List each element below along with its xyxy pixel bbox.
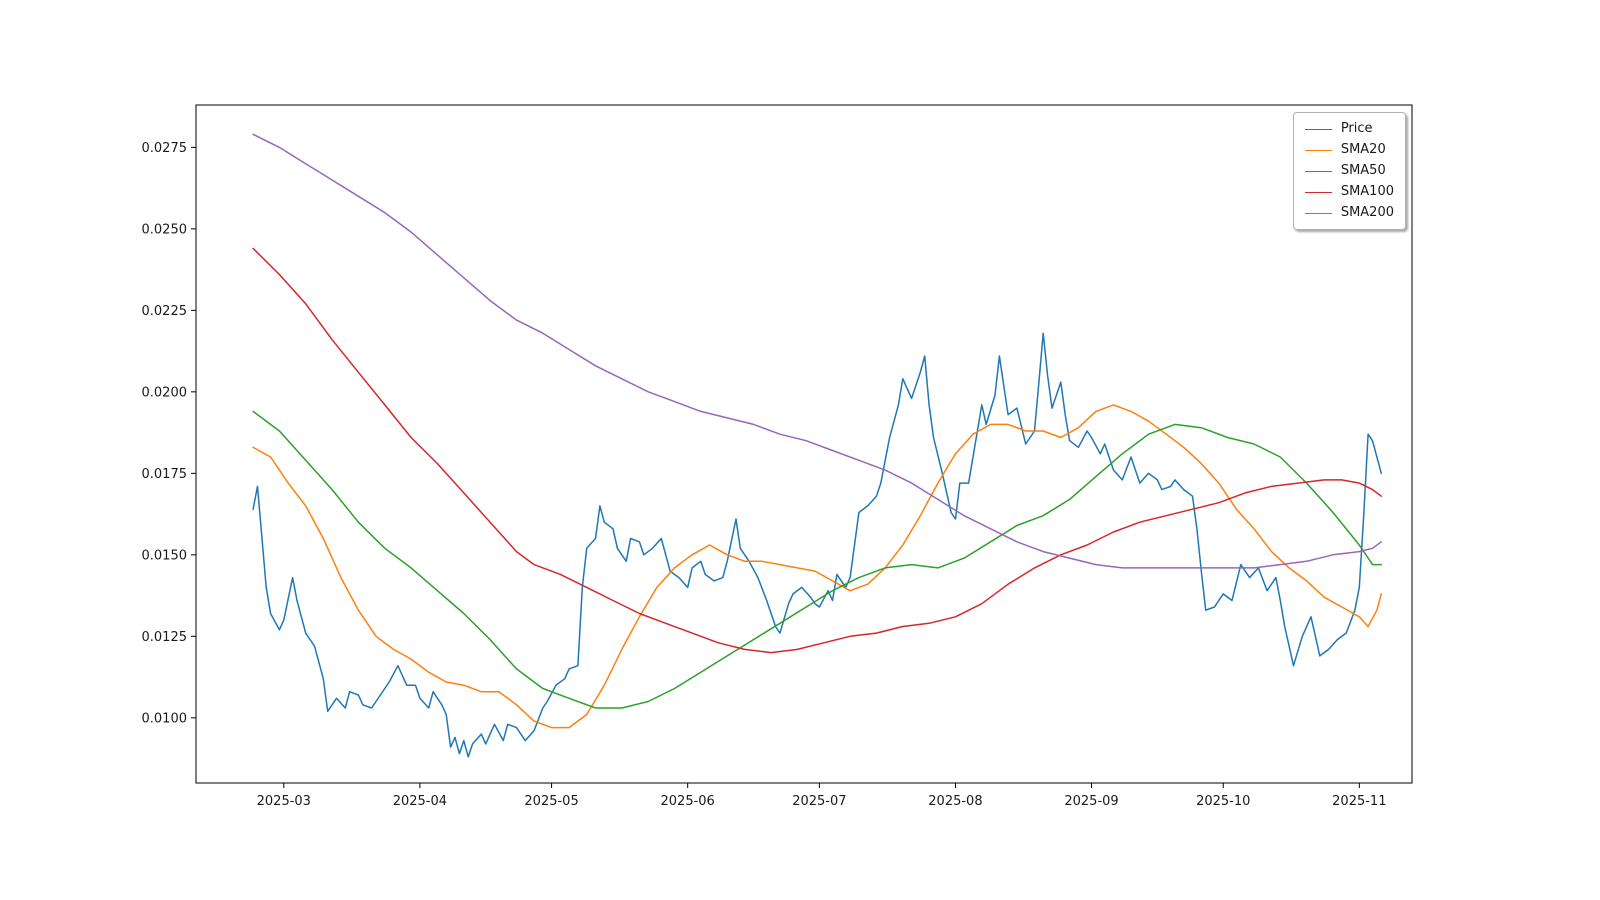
y-tick-label: 0.0150 bbox=[142, 548, 188, 563]
legend-label-sma50: SMA50 bbox=[1340, 163, 1386, 178]
legend-item-sma200: SMA200 bbox=[1304, 205, 1394, 221]
series-line-sma20 bbox=[252, 404, 1383, 729]
legend-swatch-sma20 bbox=[1304, 149, 1332, 151]
legend-label-sma100: SMA100 bbox=[1340, 184, 1394, 199]
legend-swatch-sma200 bbox=[1304, 212, 1332, 214]
legend-swatch-sma50 bbox=[1304, 170, 1332, 172]
x-tick-label: 2025-07 bbox=[792, 794, 846, 809]
legend-label-sma200: SMA200 bbox=[1340, 205, 1394, 220]
x-tick-label: 2025-05 bbox=[524, 794, 578, 809]
legend-item-sma50: SMA50 bbox=[1304, 163, 1394, 179]
y-tick-label: 0.0100 bbox=[142, 711, 188, 726]
y-tick-label: 0.0125 bbox=[142, 630, 188, 645]
legend-swatch-price bbox=[1304, 128, 1332, 130]
x-tick-label: 2025-11 bbox=[1332, 794, 1386, 809]
y-tick-label: 0.0175 bbox=[142, 467, 188, 482]
x-tick-label: 2025-04 bbox=[393, 794, 447, 809]
legend-item-price: Price bbox=[1304, 121, 1394, 137]
x-tick-label: 2025-09 bbox=[1064, 794, 1118, 809]
x-tick-label: 2025-10 bbox=[1196, 794, 1250, 809]
plot-border bbox=[195, 104, 1413, 784]
legend-label-price: Price bbox=[1340, 121, 1373, 136]
x-tick-label: 2025-03 bbox=[257, 794, 311, 809]
series-line-price bbox=[252, 332, 1383, 758]
y-tick-label: 0.0250 bbox=[142, 222, 188, 237]
legend-label-sma20: SMA20 bbox=[1340, 142, 1386, 157]
legend-item-sma20: SMA20 bbox=[1304, 142, 1394, 158]
series-line-sma200 bbox=[252, 133, 1383, 569]
y-tick-label: 0.0200 bbox=[142, 385, 188, 400]
x-tick-label: 2025-06 bbox=[661, 794, 715, 809]
series-line-sma100 bbox=[252, 247, 1383, 654]
legend-swatch-sma100 bbox=[1304, 191, 1332, 193]
x-tick-label: 2025-08 bbox=[928, 794, 982, 809]
series-line-sma50 bbox=[252, 410, 1383, 709]
legend-item-sma100: SMA100 bbox=[1304, 184, 1394, 200]
legend: Price SMA20 SMA50 SMA100 SMA200 bbox=[1292, 112, 1406, 230]
y-tick-label: 0.0225 bbox=[142, 304, 188, 319]
y-tick-label: 0.0275 bbox=[142, 141, 188, 156]
